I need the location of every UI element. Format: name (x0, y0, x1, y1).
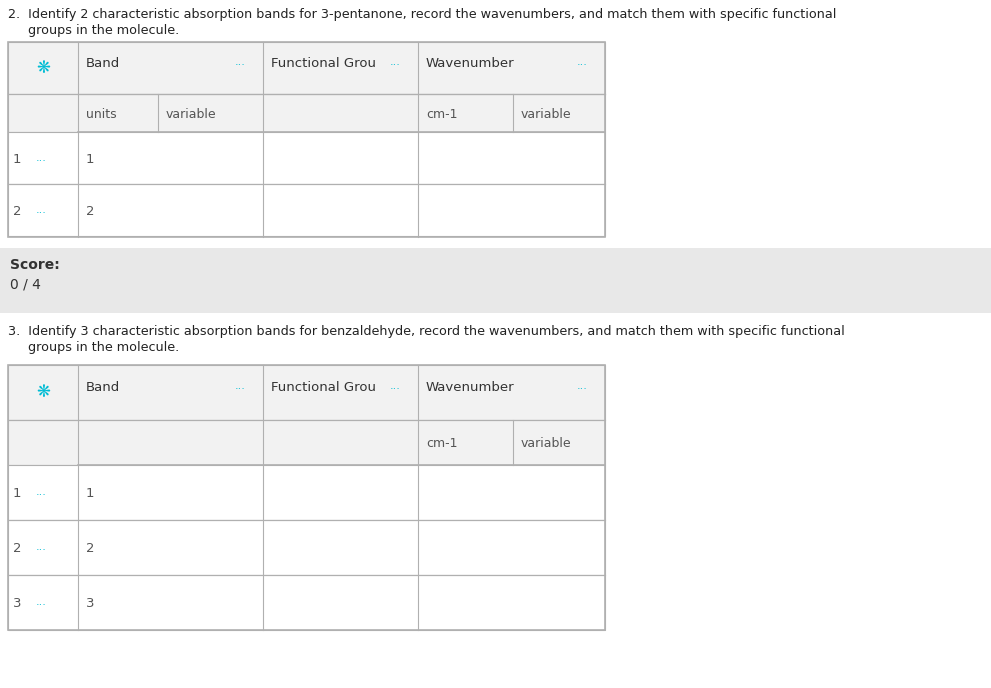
Text: Functional Grou: Functional Grou (271, 381, 376, 394)
Bar (8, 132, 605, 184)
Text: 2: 2 (13, 542, 22, 555)
Text: ...: ... (36, 542, 47, 552)
Text: units: units (86, 108, 117, 121)
Text: ...: ... (235, 57, 246, 67)
Text: 1: 1 (86, 153, 94, 166)
Text: Wavenumber: Wavenumber (426, 57, 514, 70)
Text: Wavenumber: Wavenumber (426, 381, 514, 394)
Text: 2: 2 (13, 205, 22, 218)
Text: 2: 2 (86, 542, 94, 555)
Text: 2.  Identify 2 characteristic absorption bands for 3-pentanone, record the waven: 2. Identify 2 characteristic absorption … (8, 8, 836, 21)
Text: ❋: ❋ (36, 383, 50, 401)
Bar (8, 575, 605, 630)
Text: variable: variable (521, 108, 572, 121)
Text: ...: ... (235, 381, 246, 391)
Bar (8, 42, 605, 237)
Text: 2: 2 (86, 205, 94, 218)
Text: ...: ... (36, 153, 47, 163)
Text: groups in the molecule.: groups in the molecule. (8, 341, 179, 354)
Bar (8, 520, 605, 575)
Text: Functional Grou: Functional Grou (271, 57, 376, 70)
Text: ❋: ❋ (36, 59, 50, 77)
Bar (8, 184, 605, 236)
Text: ...: ... (390, 57, 401, 67)
Bar (8, 365, 605, 420)
Bar (8, 42, 605, 94)
Text: variable: variable (166, 108, 217, 121)
Text: cm-1: cm-1 (426, 108, 458, 121)
Bar (8, 365, 605, 630)
Text: ...: ... (577, 57, 588, 67)
Text: Band: Band (86, 381, 120, 394)
Text: groups in the molecule.: groups in the molecule. (8, 24, 179, 37)
Bar (0, 248, 991, 313)
Text: ...: ... (36, 487, 47, 497)
Bar (8, 420, 605, 465)
Text: ...: ... (577, 381, 588, 391)
Bar (8, 465, 605, 520)
Text: 0 / 4: 0 / 4 (10, 278, 41, 292)
Text: ...: ... (36, 597, 47, 607)
Text: 1: 1 (13, 487, 22, 500)
Text: ...: ... (36, 205, 47, 215)
Text: cm-1: cm-1 (426, 437, 458, 450)
Text: Band: Band (86, 57, 120, 70)
Text: 3.  Identify 3 characteristic absorption bands for benzaldehyde, record the wave: 3. Identify 3 characteristic absorption … (8, 325, 844, 338)
Text: ...: ... (390, 381, 401, 391)
Bar (8, 94, 605, 132)
Text: variable: variable (521, 437, 572, 450)
Text: 1: 1 (86, 487, 94, 500)
Text: 3: 3 (13, 597, 22, 610)
Text: 3: 3 (86, 597, 94, 610)
Text: 1: 1 (13, 153, 22, 166)
Text: Score:: Score: (10, 258, 59, 272)
